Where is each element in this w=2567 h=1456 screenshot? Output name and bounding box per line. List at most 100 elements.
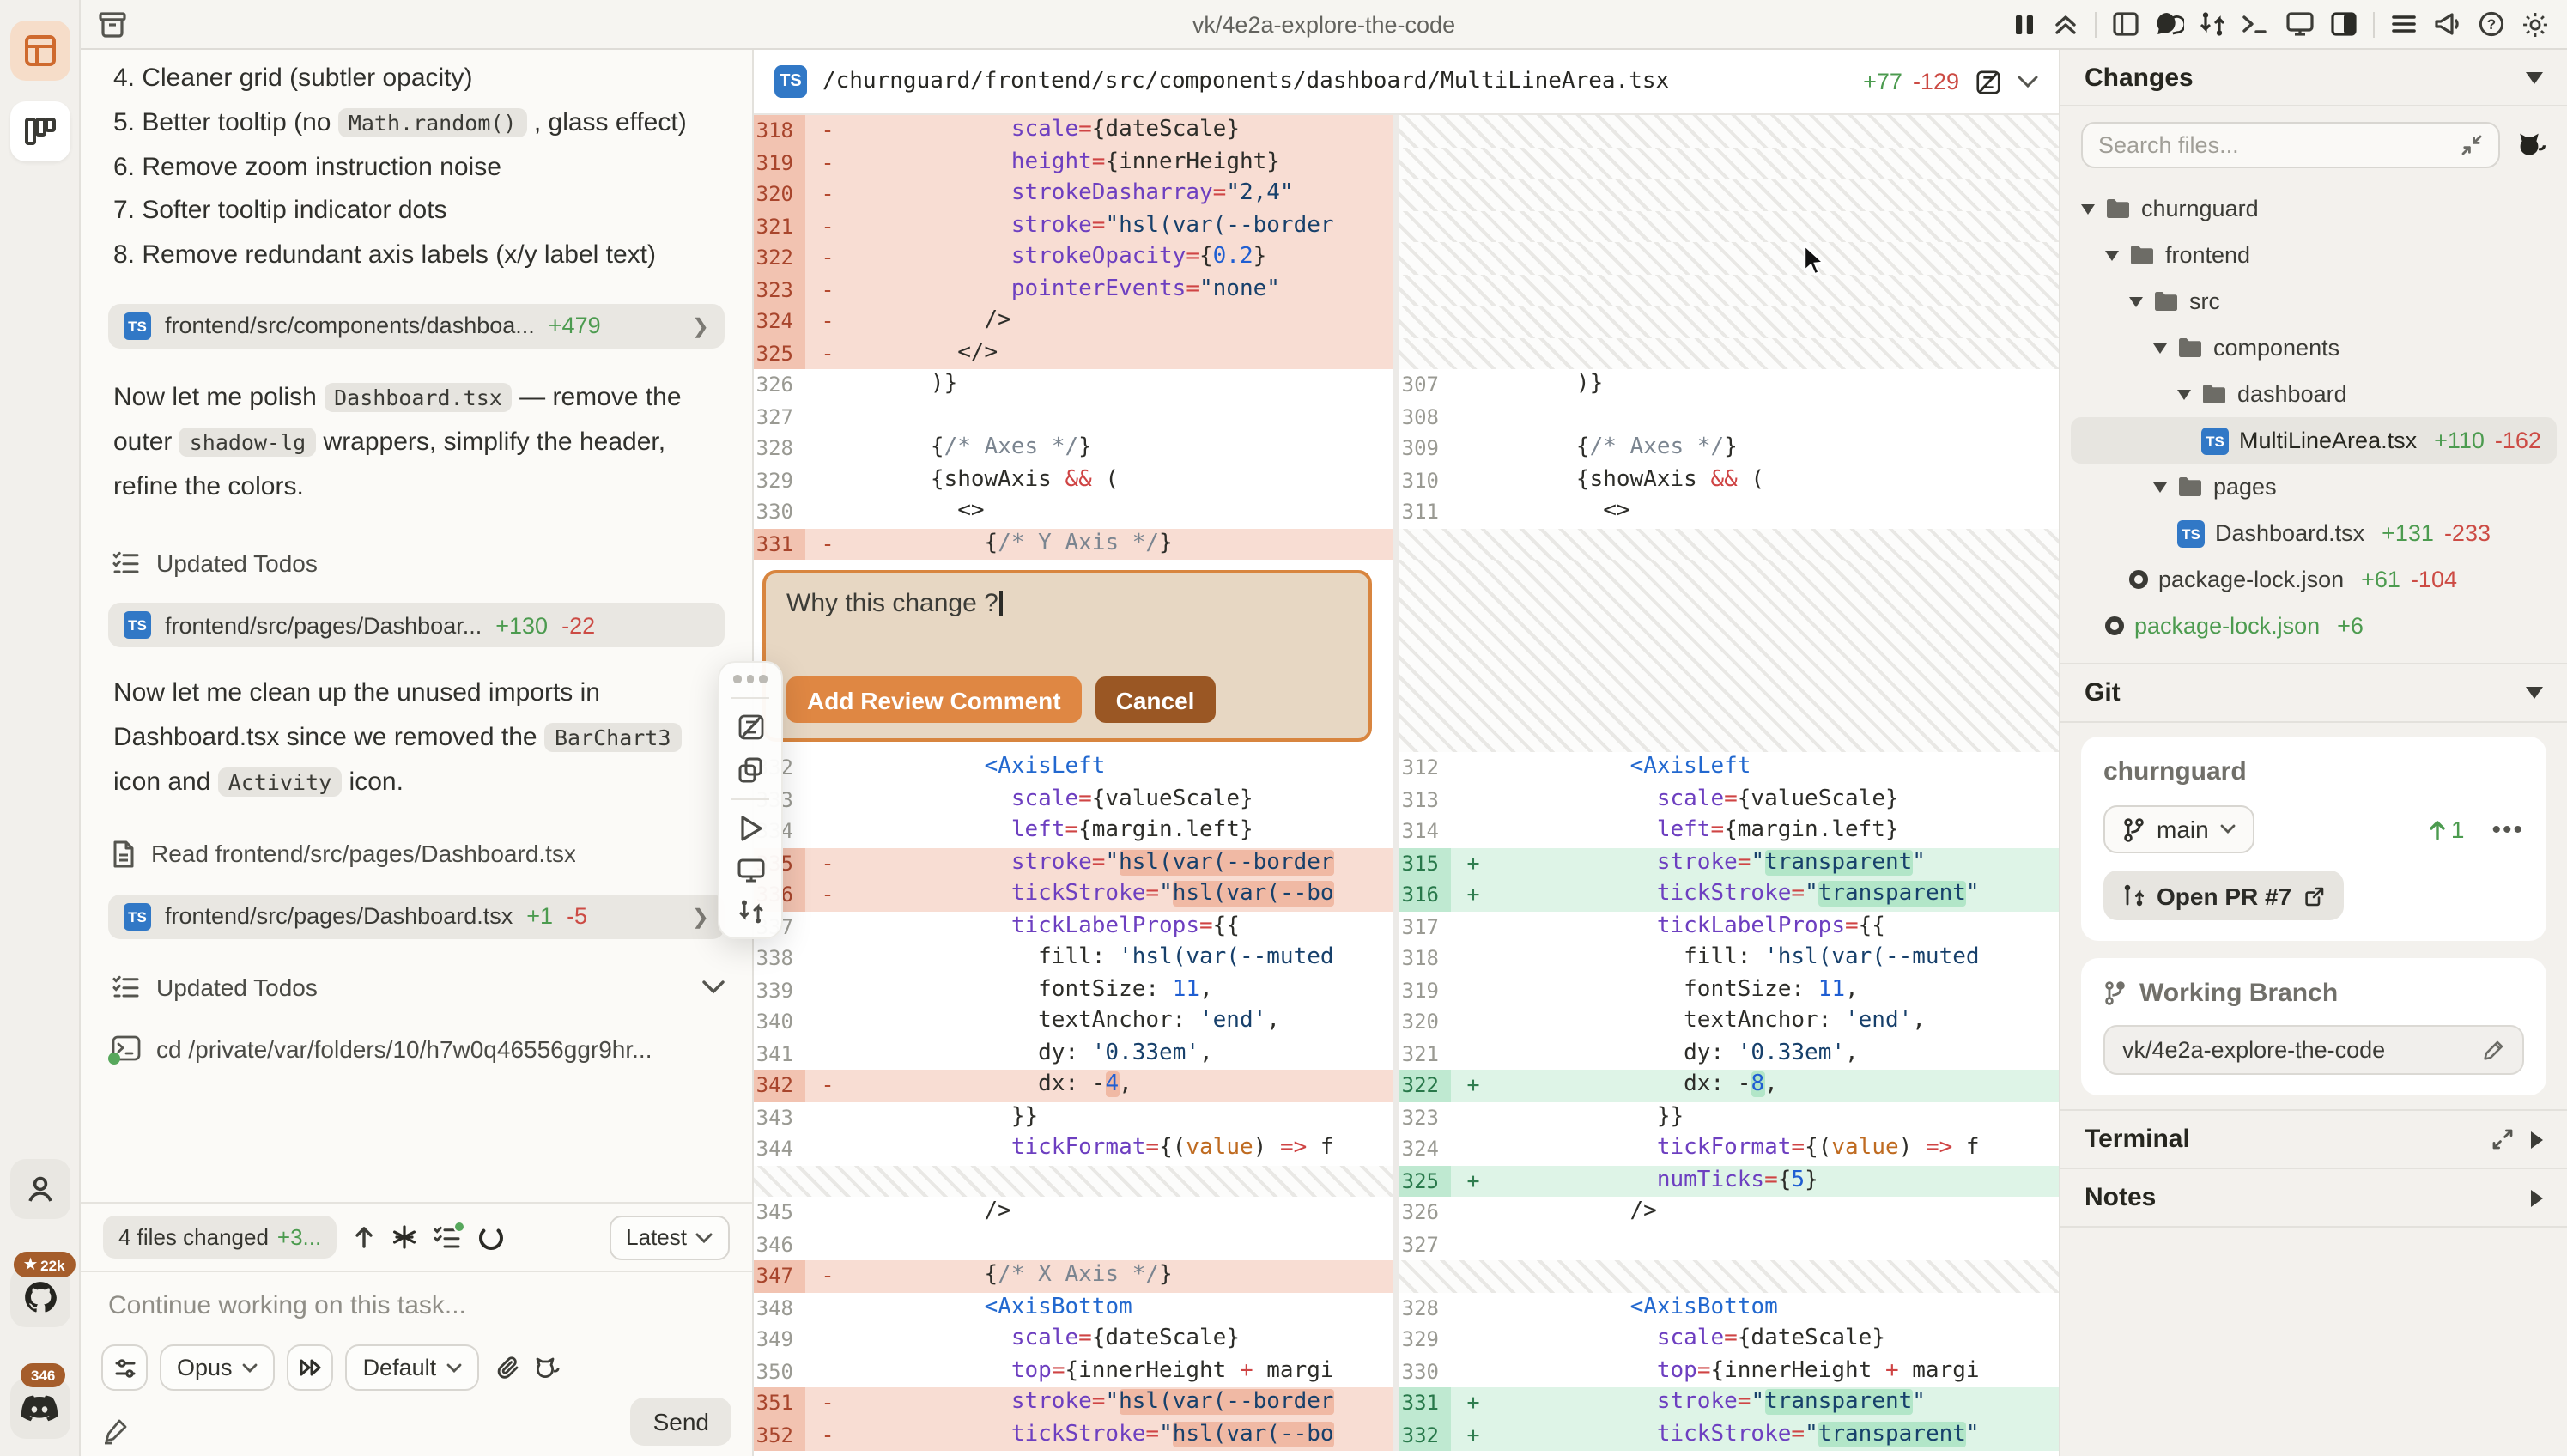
- code-line[interactable]: </>: [850, 339, 998, 365]
- code-line[interactable]: {showAxis && (: [850, 466, 1120, 492]
- pause-icon[interactable]: [2012, 11, 2036, 37]
- code-line[interactable]: top={innerHeight + margi: [1656, 1357, 1980, 1383]
- line-number[interactable]: 340: [756, 1010, 793, 1034]
- archive-box-icon[interactable]: [98, 9, 127, 39]
- code-line[interactable]: strokeOpacity={0.2}: [1010, 244, 1267, 270]
- line-number[interactable]: 325: [1399, 1165, 1451, 1197]
- line-number[interactable]: 322: [754, 242, 805, 274]
- line-number[interactable]: 307: [1401, 373, 1439, 397]
- line-number[interactable]: 328: [1401, 1295, 1439, 1320]
- panel-right-filled-icon[interactable]: [2330, 10, 2358, 38]
- code-line[interactable]: />: [850, 1198, 1011, 1224]
- line-number[interactable]: 317: [1401, 914, 1439, 938]
- cancel-button[interactable]: Cancel: [1095, 676, 1216, 723]
- line-number[interactable]: 321: [754, 210, 805, 242]
- code-line[interactable]: [1496, 1228, 2059, 1260]
- play-icon[interactable]: [737, 813, 763, 842]
- chat-bubble-icon[interactable]: [2155, 10, 2184, 38]
- code-line[interactable]: <AxisLeft: [984, 754, 1106, 780]
- code-line[interactable]: left={margin.left}: [1010, 817, 1253, 843]
- attach-icon[interactable]: [496, 1354, 520, 1381]
- line-number[interactable]: 310: [1401, 468, 1439, 492]
- code-line[interactable]: scale={dateScale}: [1010, 117, 1240, 143]
- line-number[interactable]: 320: [1401, 1010, 1439, 1034]
- chevrons-up-icon[interactable]: [2052, 10, 2079, 38]
- code-line[interactable]: dx: -4,: [850, 1071, 1132, 1097]
- code-line[interactable]: scale={valueScale}: [1010, 786, 1253, 811]
- code-line[interactable]: left={margin.left}: [1656, 817, 1899, 843]
- terminal-command-row[interactable]: cd /private/var/folders/10/h7w0q46556ggr…: [108, 1035, 725, 1065]
- highlighter-icon[interactable]: [101, 1417, 130, 1446]
- github-stars-button[interactable]: ★ 22k: [9, 1252, 76, 1327]
- line-number[interactable]: 316: [1399, 879, 1451, 911]
- collapse-all-icon[interactable]: [2461, 134, 2483, 156]
- line-number[interactable]: 332: [1399, 1419, 1451, 1451]
- git-compare-icon[interactable]: [737, 897, 763, 925]
- line-number[interactable]: 344: [756, 1137, 793, 1161]
- tree-folder-frontend[interactable]: frontend: [2071, 232, 2557, 278]
- tree-folder-components[interactable]: components: [2071, 325, 2557, 371]
- composer-input[interactable]: Continue working on this task...: [108, 1291, 466, 1320]
- tree-file-package-lock.json[interactable]: package-lock.json +61 -104: [2071, 556, 2557, 603]
- code-line[interactable]: height={innerHeight}: [1010, 149, 1280, 174]
- diff-view-icon[interactable]: [736, 712, 765, 741]
- line-number[interactable]: 319: [1401, 978, 1439, 1002]
- fast-forward-button[interactable]: [287, 1344, 334, 1391]
- notes-section-header[interactable]: Notes: [2060, 1169, 2567, 1226]
- code-line[interactable]: [850, 401, 1393, 433]
- code-line[interactable]: {/* Y Axis */}: [850, 530, 1173, 555]
- code-line[interactable]: )}: [850, 371, 958, 397]
- working-branch-input[interactable]: [2122, 1037, 2467, 1063]
- line-number[interactable]: 331: [754, 528, 805, 560]
- edit-pencil-icon[interactable]: [2481, 1038, 2505, 1062]
- line-number[interactable]: 345: [756, 1200, 793, 1224]
- code-line[interactable]: <>: [850, 498, 985, 524]
- code-line[interactable]: <AxisBottom: [984, 1294, 1132, 1320]
- code-line[interactable]: }}: [850, 1103, 1039, 1129]
- line-number[interactable]: 319: [754, 147, 805, 179]
- chevron-down-icon[interactable]: [702, 980, 725, 994]
- panel-left-icon[interactable]: [2112, 10, 2139, 38]
- code-line[interactable]: <>: [1496, 498, 1630, 524]
- tree-folder-churnguard[interactable]: churnguard: [2071, 185, 2557, 232]
- tree-file-Dashboard.tsx[interactable]: TS Dashboard.tsx +131 -233: [2071, 510, 2557, 556]
- code-line[interactable]: <AxisLeft: [1629, 754, 1751, 780]
- code-line[interactable]: {showAxis && (: [1496, 466, 1765, 492]
- tree-folder-dashboard[interactable]: dashboard: [2071, 371, 2557, 417]
- code-line[interactable]: fill: 'hsl(var(--muted: [1496, 944, 1980, 970]
- help-icon[interactable]: ?: [2478, 10, 2505, 38]
- search-files-input[interactable]: [2098, 132, 2450, 158]
- line-number[interactable]: 350: [756, 1359, 793, 1383]
- code-line[interactable]: dy: '0.33em',: [850, 1040, 1213, 1065]
- menu-icon[interactable]: [2390, 12, 2418, 36]
- settings-gear-icon[interactable]: [2521, 9, 2550, 39]
- branch-selector[interactable]: main: [2103, 805, 2255, 853]
- cat-icon[interactable]: [532, 1355, 561, 1380]
- line-number[interactable]: 341: [756, 1041, 793, 1065]
- copy-icon[interactable]: [737, 755, 764, 784]
- line-number[interactable]: 312: [1401, 755, 1439, 780]
- line-number[interactable]: 311: [1401, 500, 1439, 524]
- terminal-prompt-icon[interactable]: [2241, 12, 2270, 36]
- code-line[interactable]: fill: 'hsl(var(--muted: [850, 944, 1334, 970]
- tree-file-MultiLineArea.tsx[interactable]: TS MultiLineArea.tsx +110 -162: [2071, 417, 2557, 464]
- code-line[interactable]: tickLabelProps={{: [1656, 913, 1885, 938]
- code-line[interactable]: stroke="hsl(var(--border: [1010, 1389, 1334, 1415]
- line-number[interactable]: 323: [1401, 1105, 1439, 1129]
- read-file-row[interactable]: Read frontend/src/pages/Dashboard.tsx: [112, 840, 725, 869]
- code-line[interactable]: textAnchor: 'end',: [850, 1008, 1280, 1034]
- code-line[interactable]: tickStroke="hsl(var(--bo: [1010, 1421, 1334, 1447]
- composer-settings-button[interactable]: [101, 1344, 148, 1391]
- board-view-button[interactable]: [9, 101, 70, 161]
- line-number[interactable]: 328: [756, 436, 793, 460]
- code-line[interactable]: tickLabelProps={{: [1010, 913, 1240, 938]
- line-number[interactable]: 352: [754, 1419, 805, 1451]
- line-number[interactable]: 338: [756, 946, 793, 970]
- review-comment-input[interactable]: Why this change ?: [786, 589, 1348, 618]
- line-number[interactable]: 351: [754, 1387, 805, 1419]
- todo-list-icon[interactable]: [433, 1220, 466, 1251]
- code-line[interactable]: textAnchor: 'end',: [1496, 1008, 1926, 1034]
- line-number[interactable]: 342: [754, 1070, 805, 1101]
- line-number[interactable]: 330: [1401, 1359, 1439, 1383]
- tree-folder-pages[interactable]: pages: [2071, 464, 2557, 510]
